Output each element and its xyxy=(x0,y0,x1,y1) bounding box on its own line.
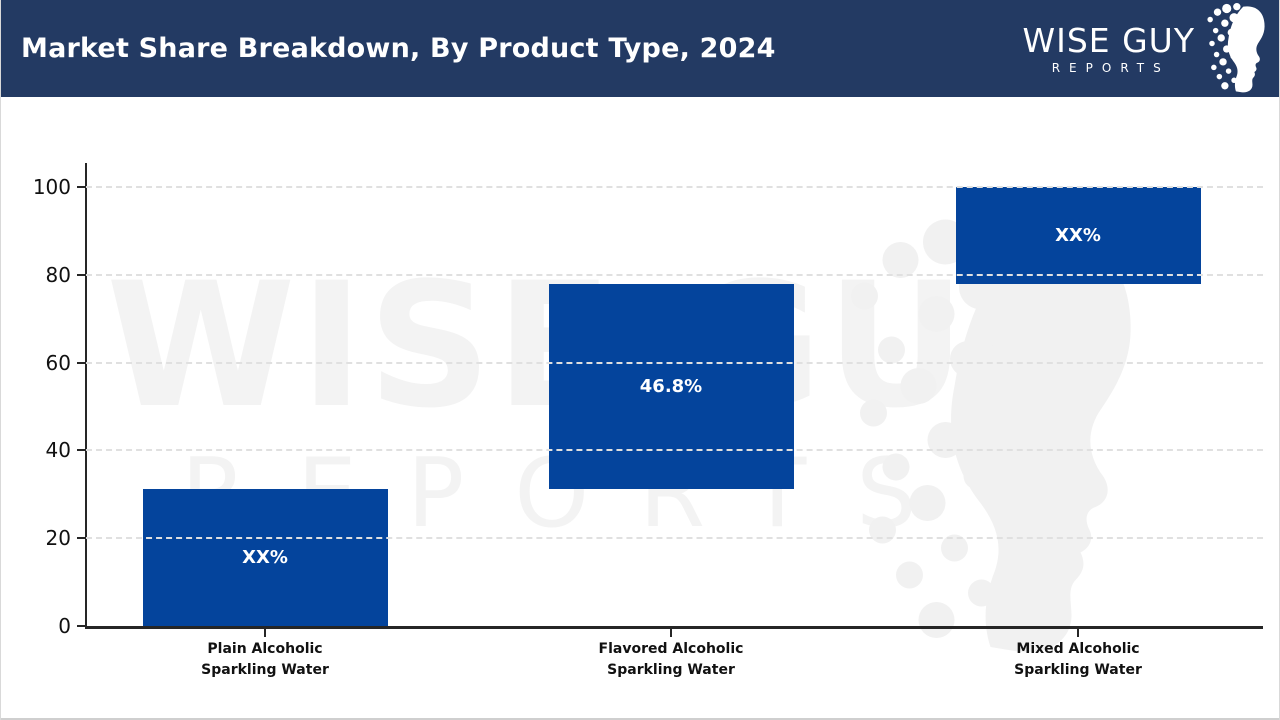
gridline xyxy=(86,361,1263,364)
chart-area: WISE GUY REPORTS 0 20 40 60 80 100 XX% 46.8% XX%… xyxy=(1,97,1279,720)
logo-brand-subtitle: REPORTS xyxy=(1051,60,1170,75)
y-axis-tick xyxy=(77,361,85,364)
gridline xyxy=(86,537,1263,540)
bar: 46.8% xyxy=(548,283,794,490)
y-axis-tick xyxy=(77,186,85,188)
logo-brand-name: WISE GUY xyxy=(1022,20,1195,60)
x-category-label: Mixed Alcoholic Sparkling Water xyxy=(918,639,1238,681)
x-axis-tick xyxy=(670,629,672,637)
y-axis-tick xyxy=(77,537,85,540)
y-tick-label: 100 xyxy=(32,175,71,199)
wise-guy-logo: WISE GUY REPORTS xyxy=(1022,0,1271,97)
logo-text: WISE GUY REPORTS xyxy=(1022,24,1195,74)
x-category-label: Plain Alcoholic Sparkling Water xyxy=(105,639,425,681)
y-axis-tick xyxy=(77,449,85,452)
y-axis-tick xyxy=(77,625,85,627)
gridline xyxy=(86,449,1263,452)
bar: XX% xyxy=(142,489,388,626)
x-category-label-line: Flavored Alcoholic xyxy=(598,641,744,657)
x-axis-tick xyxy=(1077,629,1079,637)
x-category-label-line: Mixed Alcoholic xyxy=(1016,641,1140,657)
y-tick-label: 80 xyxy=(45,262,71,287)
bar-value-label: XX% xyxy=(242,547,288,568)
x-category-label-line: Sparkling Water xyxy=(607,662,735,678)
y-tick-label: 40 xyxy=(45,438,71,463)
x-axis-line xyxy=(85,626,1263,629)
plot: 0 20 40 60 80 100 XX% 46.8% XX% Plain Alcoholic Sp… xyxy=(1,97,1279,718)
y-tick-label: 0 xyxy=(58,614,71,638)
header: Market Share Breakdown, By Product Type,… xyxy=(1,0,1279,97)
x-category-label-line: Sparkling Water xyxy=(1014,662,1142,678)
bar: XX% xyxy=(955,187,1201,284)
x-category-label: Flavored Alcoholic Sparkling Water xyxy=(511,639,831,681)
y-axis-tick xyxy=(77,273,85,276)
y-tick-label: 60 xyxy=(45,350,71,375)
bar-value-label: 46.8% xyxy=(639,375,703,397)
x-category-label-line: Sparkling Water xyxy=(201,662,329,678)
y-tick-label: 20 xyxy=(45,526,71,551)
bar-value-label: XX% xyxy=(1055,224,1101,246)
x-category-label-line: Plain Alcoholic xyxy=(207,641,323,657)
x-axis-tick xyxy=(264,629,266,637)
y-axis-line xyxy=(85,163,87,628)
wise-guy-face-icon xyxy=(1207,2,1265,92)
gridline xyxy=(86,273,1263,276)
gridline xyxy=(86,186,1263,188)
chart-title: Market Share Breakdown, By Product Type,… xyxy=(21,33,776,64)
